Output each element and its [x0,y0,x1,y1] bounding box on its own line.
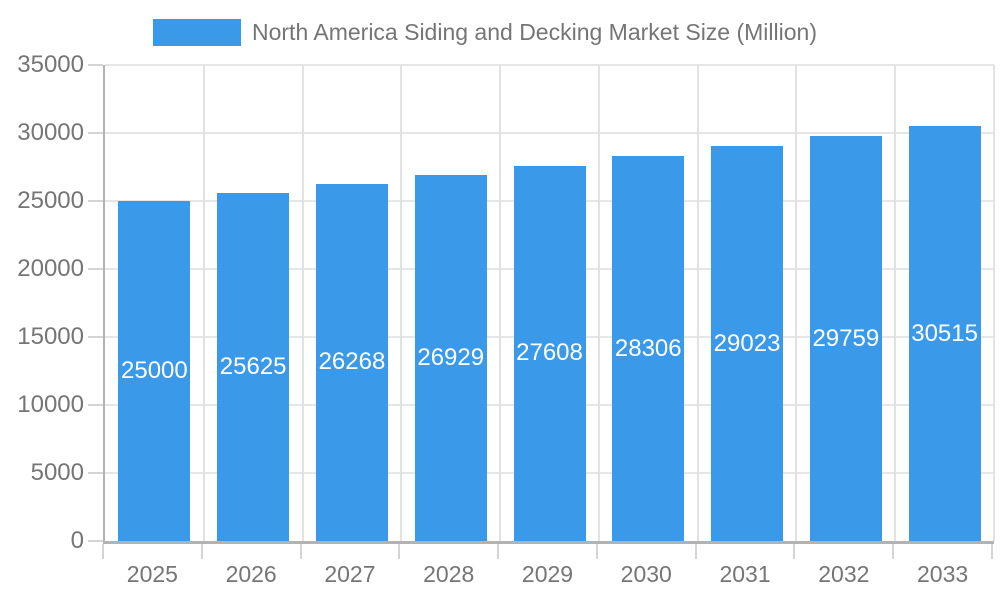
bar-value-label: 25625 [219,352,287,380]
y-axis-label: 30000 [17,119,84,146]
x-axis-label: 2030 [620,561,672,587]
y-axis-tick [88,132,103,134]
y-axis-tick [88,200,103,202]
bar-2026: 25625 [217,192,290,541]
x-axis-tick [200,544,203,559]
bar-value-label: 30515 [911,319,978,347]
y-axis-label: 20000 [17,255,84,282]
x-axis-label: 2033 [917,561,969,587]
bar-value-label: 27608 [516,339,583,367]
x-axis-label: 2032 [818,561,870,587]
vertical-gridline [894,65,897,541]
x-axis-label: 2029 [521,561,574,587]
vertical-gridline [301,65,304,541]
x-axis-label: 2028 [423,561,475,587]
y-axis-label: 10000 [17,391,84,418]
plot-area: 25000 25625 26268 26929 27608 28306 29023 29759… [103,64,995,544]
x-axis-tick [991,544,993,559]
y-axis-label: 25000 [17,187,84,214]
x-axis-tick [892,544,895,559]
x-axis-tick [793,544,796,559]
bar-2031: 29023 [711,146,784,541]
vertical-gridline [795,65,798,541]
vertical-gridline [499,65,502,541]
bar-value-label: 25000 [121,357,188,384]
bar-value-label: 29023 [713,329,781,357]
bar-2028: 26929 [414,174,487,541]
y-axis-tick [88,268,103,270]
x-axis-label: 2025 [126,561,178,587]
x-axis-tick [497,544,500,559]
x-axis-tick [299,544,302,559]
x-axis-label: 2031 [719,561,771,587]
y-axis-tick [88,540,103,542]
bar-2033: 30515 [908,126,981,541]
bar-value-label: 26268 [318,348,386,376]
vertical-gridline [696,65,699,541]
vertical-gridline [400,65,403,541]
bar-value-label: 26929 [417,343,485,371]
y-axis-tick [88,336,103,338]
y-axis-label: 15000 [17,323,84,350]
x-axis-tick [694,544,697,559]
bar-2032: 29759 [809,136,882,541]
vertical-gridline [597,65,600,541]
y-axis-tick [88,472,103,474]
x-axis-tick [102,544,104,559]
horizontal-gridline [105,64,994,66]
y-axis-label: 0 [70,527,84,554]
bar-2027: 26268 [315,183,388,541]
bar-2029: 27608 [513,165,586,541]
bar-value-label: 28306 [614,334,682,362]
y-axis-tick [88,64,103,66]
legend-label: North America Siding and Decking Market … [252,19,817,45]
y-axis-label: 35000 [17,51,84,78]
vertical-gridline [993,65,995,541]
y-axis-label: 5000 [30,459,84,486]
bar-2025: 25000 [118,201,191,541]
legend-swatch [153,19,241,46]
x-axis-tick [398,544,401,559]
y-axis-tick [88,404,103,406]
horizontal-gridline [105,132,994,134]
vertical-gridline [202,65,205,541]
legend: North America Siding and Decking Market … [153,19,817,46]
x-axis-label: 2027 [324,561,376,587]
x-axis-tick [595,544,598,559]
bar-value-label: 29759 [812,324,880,352]
x-axis-label: 2026 [225,561,277,587]
bar-2030: 28306 [612,156,685,541]
